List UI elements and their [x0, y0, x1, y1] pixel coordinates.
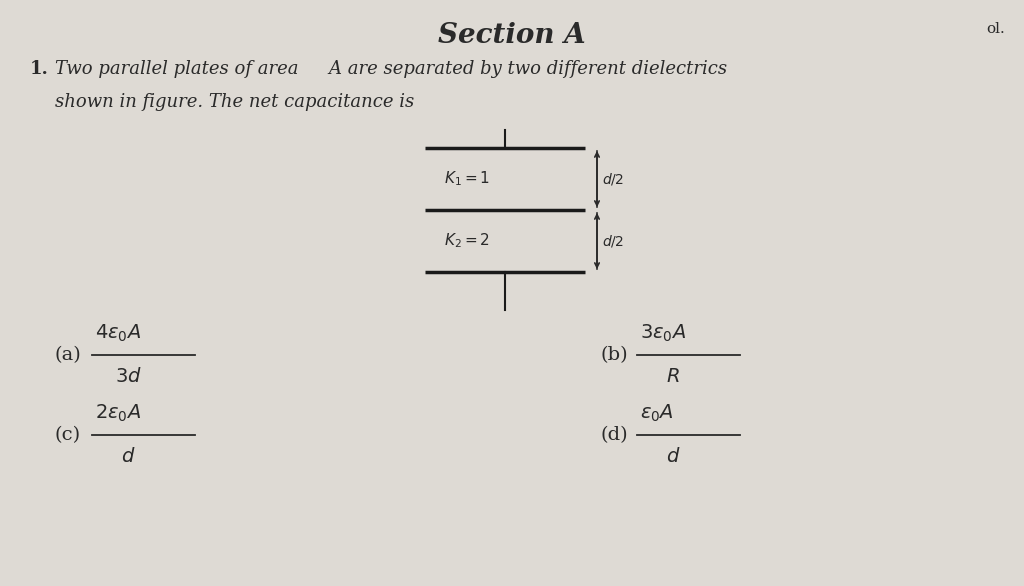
Text: $R$: $R$ [667, 368, 680, 386]
Text: $d/2$: $d/2$ [602, 233, 625, 249]
Text: A: A [328, 60, 341, 78]
Text: $4\varepsilon_0 A$: $4\varepsilon_0 A$ [95, 322, 141, 343]
Text: are separated by two different dielectrics: are separated by two different dielectri… [342, 60, 727, 78]
Text: $K_1 = 1$: $K_1 = 1$ [443, 170, 490, 188]
Text: shown in figure. The net capacitance is: shown in figure. The net capacitance is [55, 93, 415, 111]
Text: ol.: ol. [986, 22, 1005, 36]
Text: Section A: Section A [438, 22, 586, 49]
Text: $\varepsilon_0 A$: $\varepsilon_0 A$ [640, 403, 674, 424]
Text: (b): (b) [600, 346, 628, 364]
Text: $K_2 = 2$: $K_2 = 2$ [444, 231, 490, 250]
Text: (d): (d) [600, 426, 628, 444]
Text: 1.: 1. [30, 60, 49, 78]
Text: $3\varepsilon_0 A$: $3\varepsilon_0 A$ [640, 322, 686, 343]
Text: $3d$: $3d$ [115, 367, 141, 387]
Text: $2\varepsilon_0 A$: $2\varepsilon_0 A$ [95, 403, 141, 424]
Text: $d/2$: $d/2$ [602, 171, 625, 187]
Text: $d$: $d$ [666, 448, 680, 466]
Text: (c): (c) [55, 426, 81, 444]
Text: Two parallel plates of area: Two parallel plates of area [55, 60, 304, 78]
Text: (a): (a) [55, 346, 82, 364]
Text: $d$: $d$ [121, 448, 135, 466]
